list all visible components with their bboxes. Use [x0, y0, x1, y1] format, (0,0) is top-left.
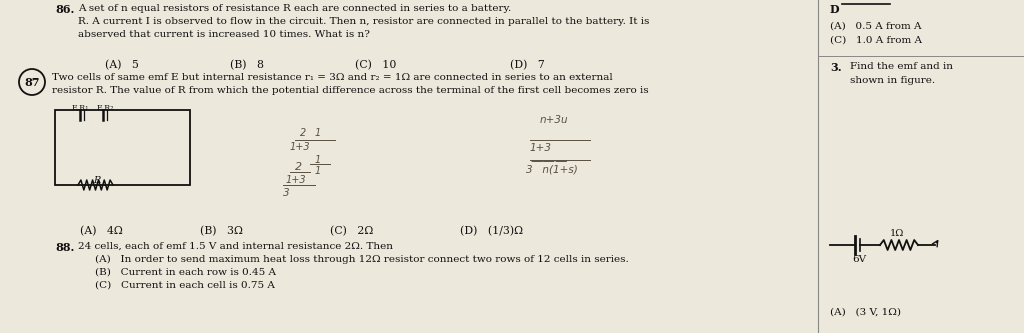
Text: (A)   5: (A) 5: [105, 60, 139, 70]
Text: R. A current I is observed to flow in the circuit. Then n, resistor are connecte: R. A current I is observed to flow in th…: [78, 17, 649, 26]
Text: (B)   8: (B) 8: [230, 60, 264, 70]
Text: (C)   Current in each cell is 0.75 A: (C) Current in each cell is 0.75 A: [95, 281, 274, 290]
Text: (A)   In order to send maximum heat loss through 12Ω resistor connect two rows o: (A) In order to send maximum heat loss t…: [95, 255, 629, 264]
Text: 1+3: 1+3: [286, 175, 306, 185]
Text: 3.: 3.: [830, 62, 842, 73]
Text: 1: 1: [315, 166, 322, 176]
Text: E,R₁: E,R₁: [72, 103, 89, 111]
Text: (A)   0.5 A from A: (A) 0.5 A from A: [830, 22, 922, 31]
Text: R: R: [93, 176, 100, 185]
Text: (D)   7: (D) 7: [510, 60, 545, 70]
Text: ———: ———: [530, 155, 567, 168]
Text: (C)   2Ω: (C) 2Ω: [330, 226, 374, 236]
Bar: [55, 110, 190, 185]
Text: Two cells of same emf E but internal resistance r₁ = 3Ω and r₂ = 1Ω are connecte: Two cells of same emf E but internal res…: [52, 73, 612, 82]
Text: 88.: 88.: [55, 242, 75, 253]
Text: (A)   4Ω: (A) 4Ω: [80, 226, 123, 236]
Text: 1+3: 1+3: [290, 142, 310, 152]
Text: abserved that current is increased 10 times. What is n?: abserved that current is increased 10 ti…: [78, 30, 370, 39]
Text: 3   n(1+s): 3 n(1+s): [526, 165, 578, 175]
Text: n+3u: n+3u: [540, 115, 568, 125]
Text: 2: 2: [300, 128, 306, 138]
Text: (A)   (3 V, 1Ω): (A) (3 V, 1Ω): [830, 308, 901, 317]
Text: 3: 3: [283, 188, 290, 198]
Text: A set of n equal resistors of resistance R each are connected in series to a bat: A set of n equal resistors of resistance…: [78, 4, 511, 13]
Text: (B)   Current in each row is 0.45 A: (B) Current in each row is 0.45 A: [95, 268, 276, 277]
Text: 1+3: 1+3: [530, 143, 552, 153]
Text: shown in figure.: shown in figure.: [850, 76, 935, 85]
Text: (D)   (1/3)Ω: (D) (1/3)Ω: [460, 226, 523, 236]
Text: (C)   10: (C) 10: [355, 60, 396, 70]
Text: 6V: 6V: [852, 255, 866, 264]
Text: (B)   3Ω: (B) 3Ω: [200, 226, 243, 236]
Text: 86.: 86.: [55, 4, 75, 15]
Text: E,R₂: E,R₂: [97, 103, 115, 111]
Text: resistor R. The value of R from which the potential difference across the termin: resistor R. The value of R from which th…: [52, 86, 648, 95]
Text: (C)   1.0 A from A: (C) 1.0 A from A: [830, 36, 922, 45]
Text: 24 cells, each of emf 1.5 V and internal resistance 2Ω. Then: 24 cells, each of emf 1.5 V and internal…: [78, 242, 393, 251]
Text: D: D: [830, 4, 840, 15]
Text: 1: 1: [315, 155, 322, 165]
Text: 1: 1: [315, 128, 322, 138]
Text: 2: 2: [295, 162, 302, 172]
Text: 1Ω: 1Ω: [890, 229, 904, 238]
Text: Find the emf and in: Find the emf and in: [850, 62, 953, 71]
Text: 87: 87: [25, 77, 40, 88]
